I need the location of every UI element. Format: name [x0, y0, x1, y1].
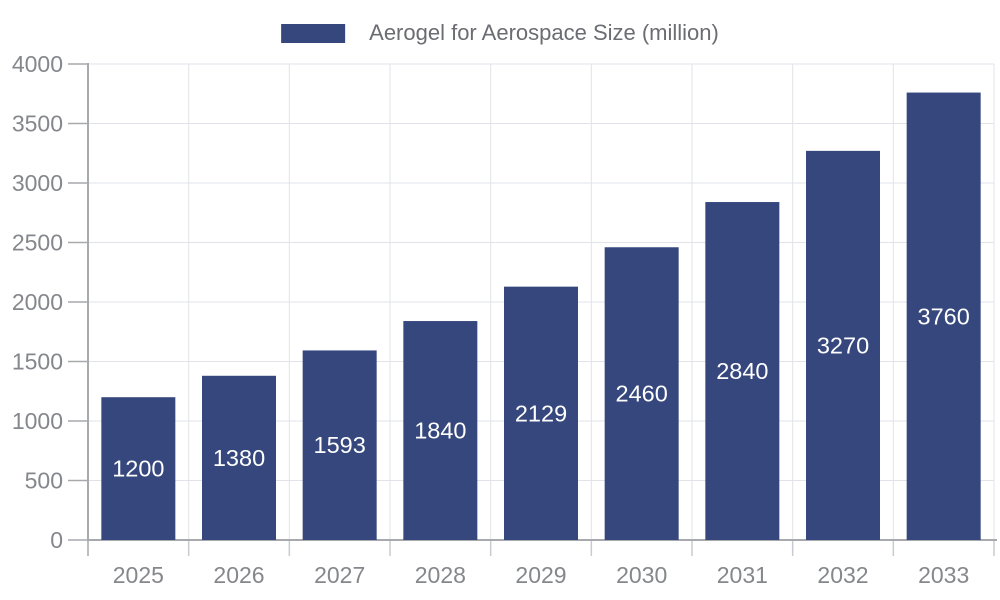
legend-swatch[interactable] [281, 23, 346, 43]
y-axis-label: 500 [25, 468, 63, 494]
legend-label: Aerogel for Aerospace Size (million) [369, 20, 719, 45]
bar-value-label: 1593 [314, 432, 366, 458]
bar-2033[interactable] [906, 92, 981, 540]
x-axis-label: 2025 [113, 562, 164, 588]
x-axis-label: 2029 [515, 562, 566, 588]
bar-value-label: 2129 [515, 400, 567, 426]
bar-2026[interactable] [202, 375, 276, 540]
y-axis-label: 0 [50, 527, 63, 553]
bar-value-label: 1840 [414, 418, 466, 444]
x-axis-label: 2033 [918, 562, 969, 588]
bar-value-label: 1200 [112, 456, 164, 482]
bar-2028[interactable] [403, 321, 478, 540]
x-axis-label: 2030 [616, 562, 667, 588]
bar-2032[interactable] [806, 150, 880, 540]
y-axis-label: 3500 [12, 111, 63, 137]
bar-2030[interactable] [604, 247, 679, 540]
y-axis-label: 4000 [12, 51, 63, 77]
legend-item[interactable]: Aerogel for Aerospace Size (million) [281, 20, 719, 46]
x-axis-label: 2026 [213, 562, 264, 588]
y-axis-label: 1500 [12, 349, 63, 375]
y-axis-label: 2500 [12, 230, 63, 256]
bar-value-label: 3270 [817, 332, 869, 358]
y-axis-label: 3000 [12, 170, 63, 196]
x-axis-label: 2028 [415, 562, 466, 588]
y-axis-label: 2000 [12, 289, 63, 315]
bar-value-label: 1380 [213, 445, 265, 471]
bar-2031[interactable] [705, 202, 780, 541]
bar-2027[interactable] [302, 350, 377, 540]
y-axis-label: 1000 [12, 408, 63, 434]
bar-value-label: 3760 [918, 303, 970, 329]
x-axis-label: 2032 [817, 562, 868, 588]
bar-2029[interactable] [504, 286, 578, 540]
bar-value-label: 2460 [616, 381, 668, 407]
bar-value-label: 2840 [716, 358, 768, 384]
x-axis-label: 2027 [314, 562, 365, 588]
bar-2025[interactable] [101, 397, 176, 540]
x-axis-label: 2031 [717, 562, 768, 588]
